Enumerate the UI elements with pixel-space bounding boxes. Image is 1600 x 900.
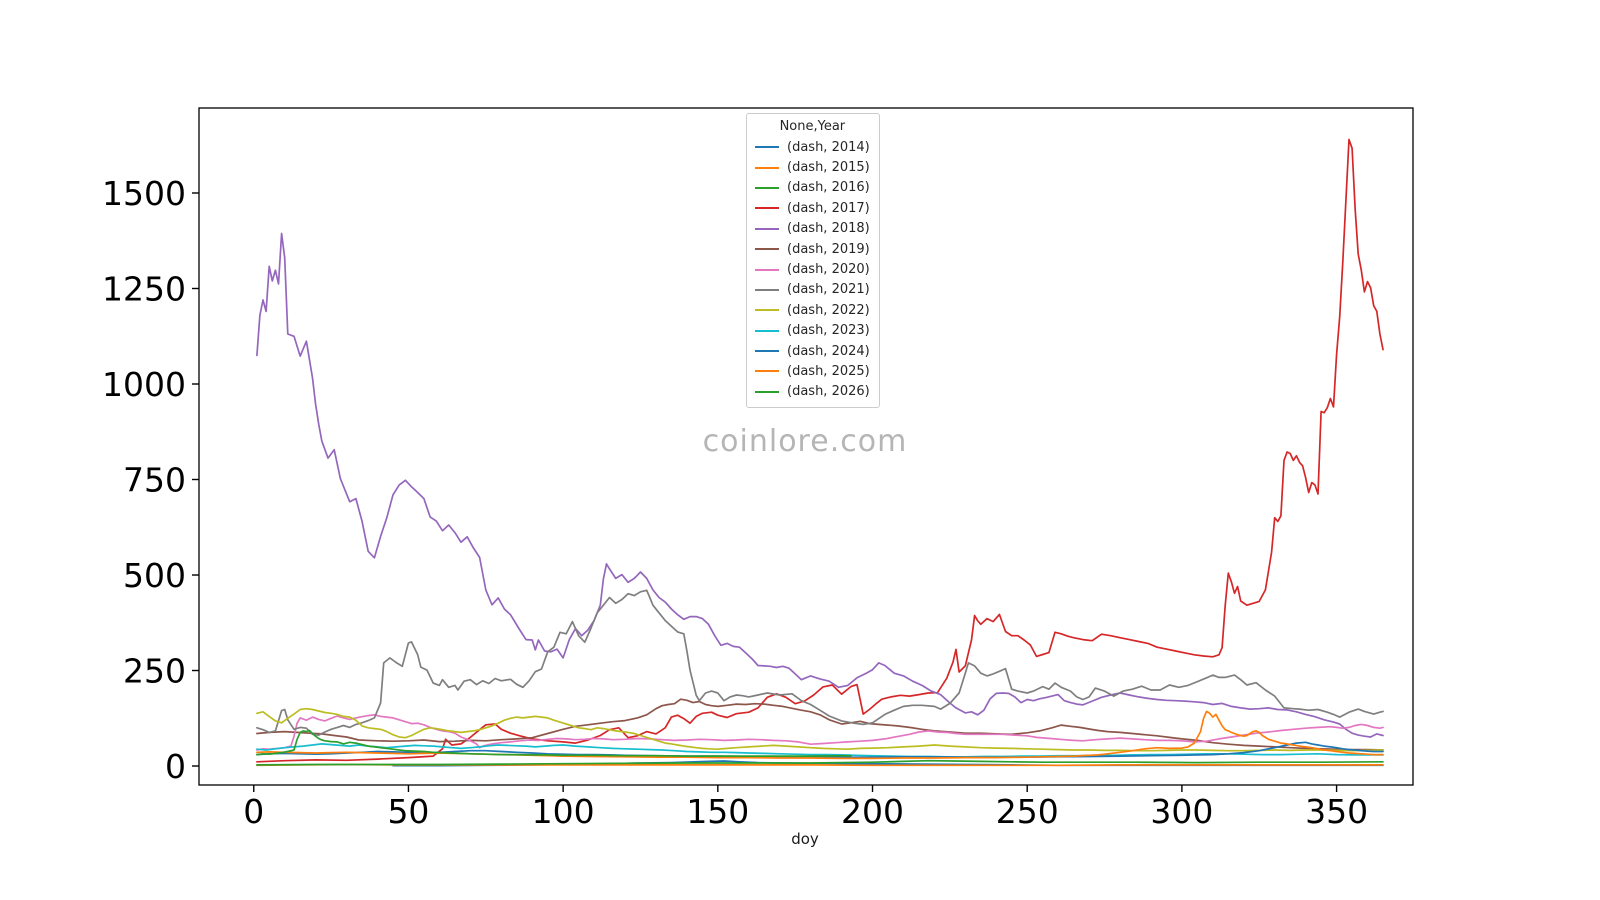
y-tick-label: 1000 — [102, 365, 186, 404]
legend-label: (dash, 2019) — [787, 241, 870, 257]
series-line-dash2016 — [256, 759, 1384, 766]
legend-line-swatch — [755, 288, 779, 291]
series-line-dash2021 — [256, 589, 1384, 736]
legend-label: (dash, 2024) — [787, 343, 870, 359]
legend-line-swatch — [755, 370, 779, 373]
legend-line-swatch — [755, 329, 779, 332]
legend-label: (dash, 2020) — [787, 262, 870, 278]
legend-item: (dash, 2017) — [755, 198, 870, 218]
legend-label: (dash, 2025) — [787, 363, 870, 379]
x-tick-label: 250 — [996, 792, 1059, 831]
series-line-dash2018 — [256, 232, 1384, 738]
x-tick-label: 200 — [841, 792, 904, 831]
legend-item: (dash, 2019) — [755, 239, 870, 259]
y-tick-label: 500 — [123, 556, 186, 595]
legend-item: (dash, 2014) — [755, 137, 870, 157]
x-tick-label: 100 — [532, 792, 595, 831]
series-line-dash2022 — [256, 707, 1384, 752]
legend-line-swatch — [755, 390, 779, 393]
legend-label: (dash, 2018) — [787, 221, 870, 237]
x-tick-label: 350 — [1305, 792, 1368, 831]
y-tick-label: 1250 — [102, 270, 186, 309]
legend-item: (dash, 2015) — [755, 157, 870, 177]
legend-label: (dash, 2021) — [787, 282, 870, 298]
x-tick-label: 150 — [686, 792, 749, 831]
legend-line-swatch — [755, 186, 779, 189]
x-tick-label: 50 — [387, 792, 429, 831]
watermark: coinlore.com — [702, 424, 908, 459]
legend: None,Year (dash, 2014) (dash, 2015) (dash,… — [746, 113, 880, 409]
y-tick-label: 0 — [165, 747, 186, 786]
legend-line-swatch — [755, 166, 779, 169]
legend-label: (dash, 2014) — [787, 139, 870, 155]
legend-label: (dash, 2016) — [787, 180, 870, 196]
legend-item: (dash, 2026) — [755, 382, 870, 402]
legend-item: (dash, 2025) — [755, 361, 870, 381]
series-line-dash2024 — [256, 741, 1384, 759]
legend-item: (dash, 2024) — [755, 341, 870, 361]
legend-line-swatch — [755, 207, 779, 210]
legend-line-swatch — [755, 268, 779, 271]
legend-title: None,Year — [779, 119, 846, 134]
legend-label: (dash, 2015) — [787, 160, 870, 176]
legend-label: (dash, 2022) — [787, 302, 870, 318]
legend-item: (dash, 2023) — [755, 321, 870, 341]
y-tick-label: 1500 — [102, 174, 186, 213]
x-tick-label: 0 — [243, 792, 264, 831]
plot-frame — [198, 107, 1414, 786]
legend-label: (dash, 2023) — [787, 323, 870, 339]
legend-item: (dash, 2018) — [755, 219, 870, 239]
y-tick-label: 250 — [123, 652, 186, 691]
legend-item: (dash, 2016) — [755, 178, 870, 198]
legend-item: (dash, 2021) — [755, 280, 870, 300]
legend-line-swatch — [755, 248, 779, 251]
legend-line-swatch — [755, 309, 779, 312]
legend-line-swatch — [755, 350, 779, 353]
y-tick-label: 750 — [123, 461, 186, 500]
x-tick-label: 300 — [1150, 792, 1213, 831]
legend-item: (dash, 2020) — [755, 259, 870, 279]
legend-label: (dash, 2017) — [787, 200, 870, 216]
legend-label: (dash, 2026) — [787, 384, 870, 400]
series-line-dash2019 — [256, 698, 1384, 751]
legend-item: (dash, 2022) — [755, 300, 870, 320]
legend-line-swatch — [755, 227, 779, 230]
legend-line-swatch — [755, 146, 779, 149]
series-line-dash2026 — [256, 729, 852, 757]
series-line-dash2020 — [256, 713, 1384, 751]
x-axis-label: doy — [791, 830, 819, 848]
series-line-dash2017 — [256, 138, 1384, 763]
